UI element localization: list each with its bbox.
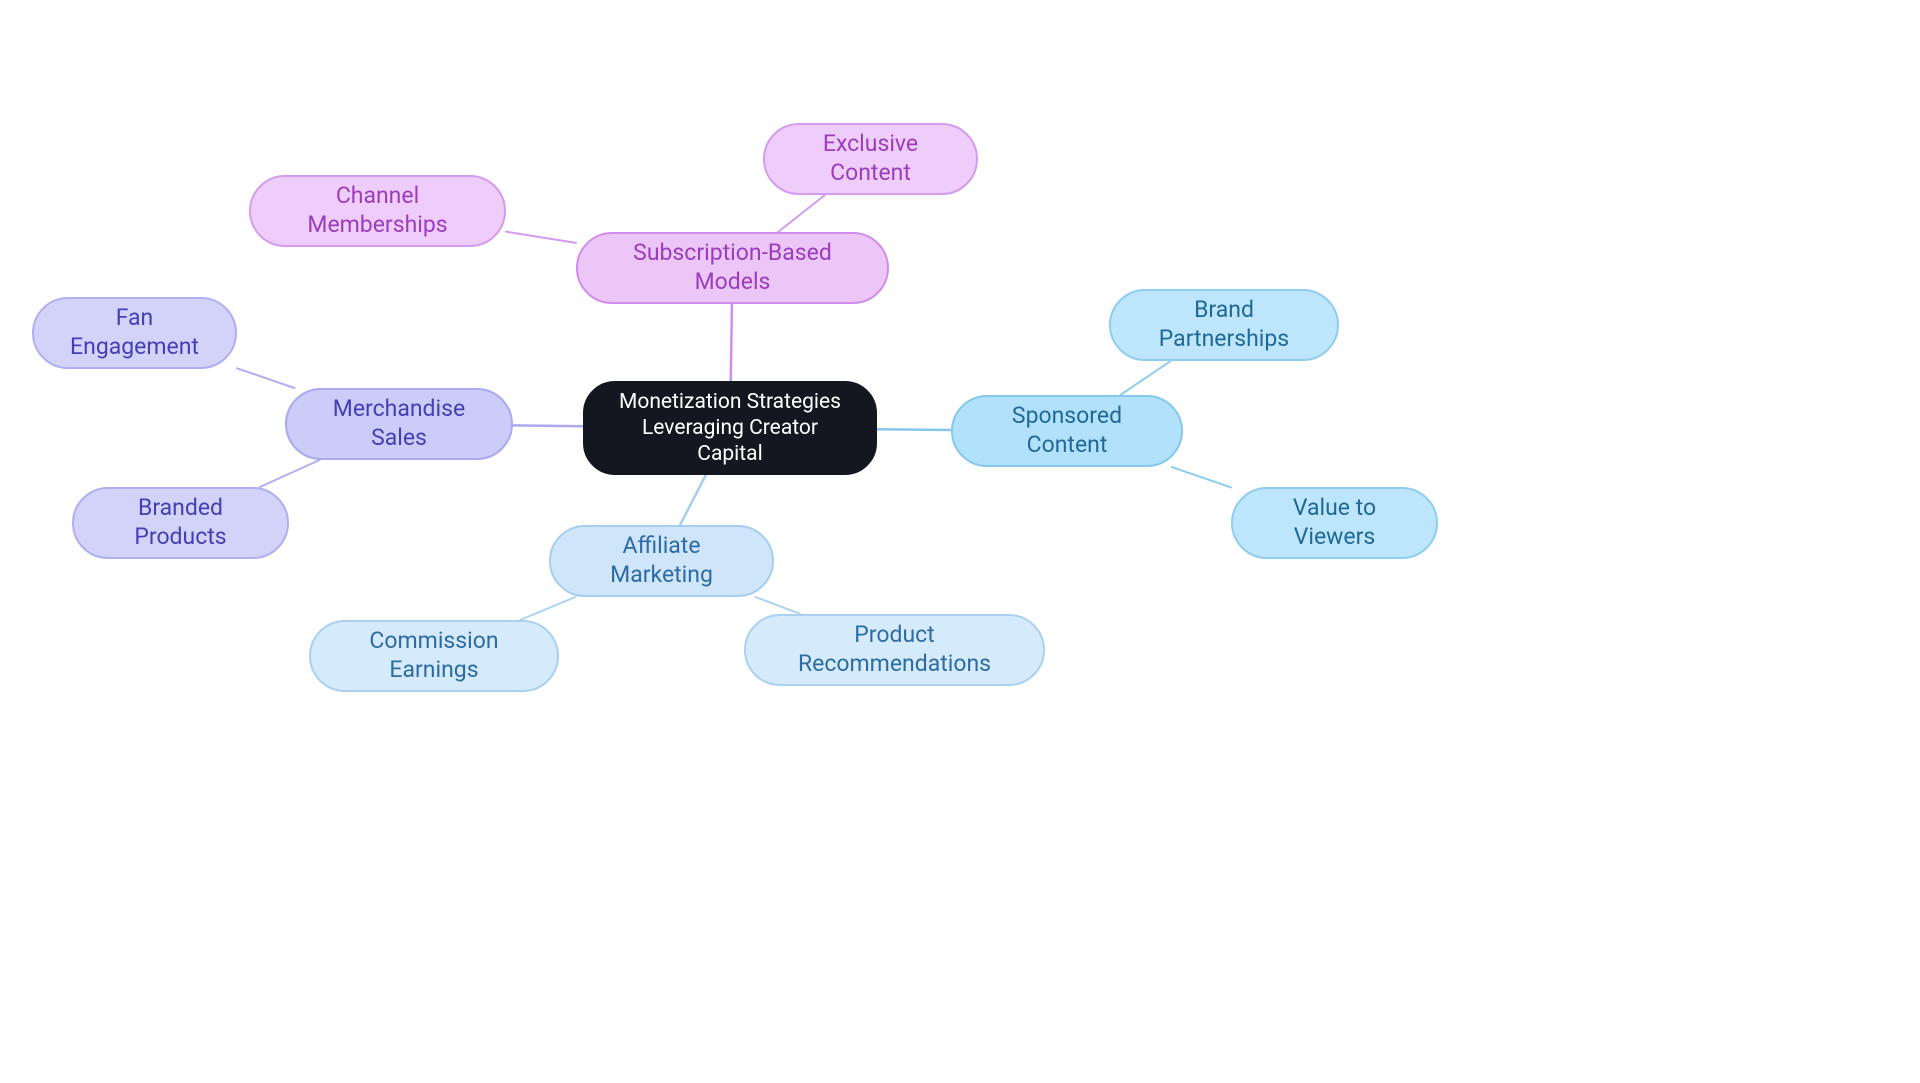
node-value: Value to Viewers <box>1231 487 1438 559</box>
node-exclusive: Exclusive Content <box>763 123 978 195</box>
mindmap-canvas: Monetization Strategies Leveraging Creat… <box>0 0 1920 1083</box>
node-merch: Merchandise Sales <box>285 388 513 460</box>
node-channel: Channel Memberships <box>249 175 506 247</box>
node-brand: Brand Partnerships <box>1109 289 1339 361</box>
node-center: Monetization Strategies Leveraging Creat… <box>583 381 877 475</box>
node-product: Product Recommendations <box>744 614 1045 686</box>
node-fan: Fan Engagement <box>32 297 237 369</box>
node-affiliate: Affiliate Marketing <box>549 525 774 597</box>
node-sponsored: Sponsored Content <box>951 395 1183 467</box>
node-subscription: Subscription-Based Models <box>576 232 889 304</box>
node-commission: Commission Earnings <box>309 620 559 692</box>
node-branded: Branded Products <box>72 487 289 559</box>
